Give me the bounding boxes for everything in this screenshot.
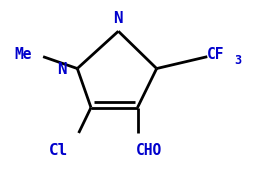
Text: Me: Me bbox=[14, 47, 32, 62]
Text: N: N bbox=[57, 62, 67, 77]
Text: 3: 3 bbox=[234, 54, 241, 67]
Text: CF: CF bbox=[207, 47, 225, 62]
Text: Cl: Cl bbox=[49, 143, 68, 158]
Text: CHO: CHO bbox=[136, 143, 162, 158]
Text: N: N bbox=[114, 11, 123, 26]
